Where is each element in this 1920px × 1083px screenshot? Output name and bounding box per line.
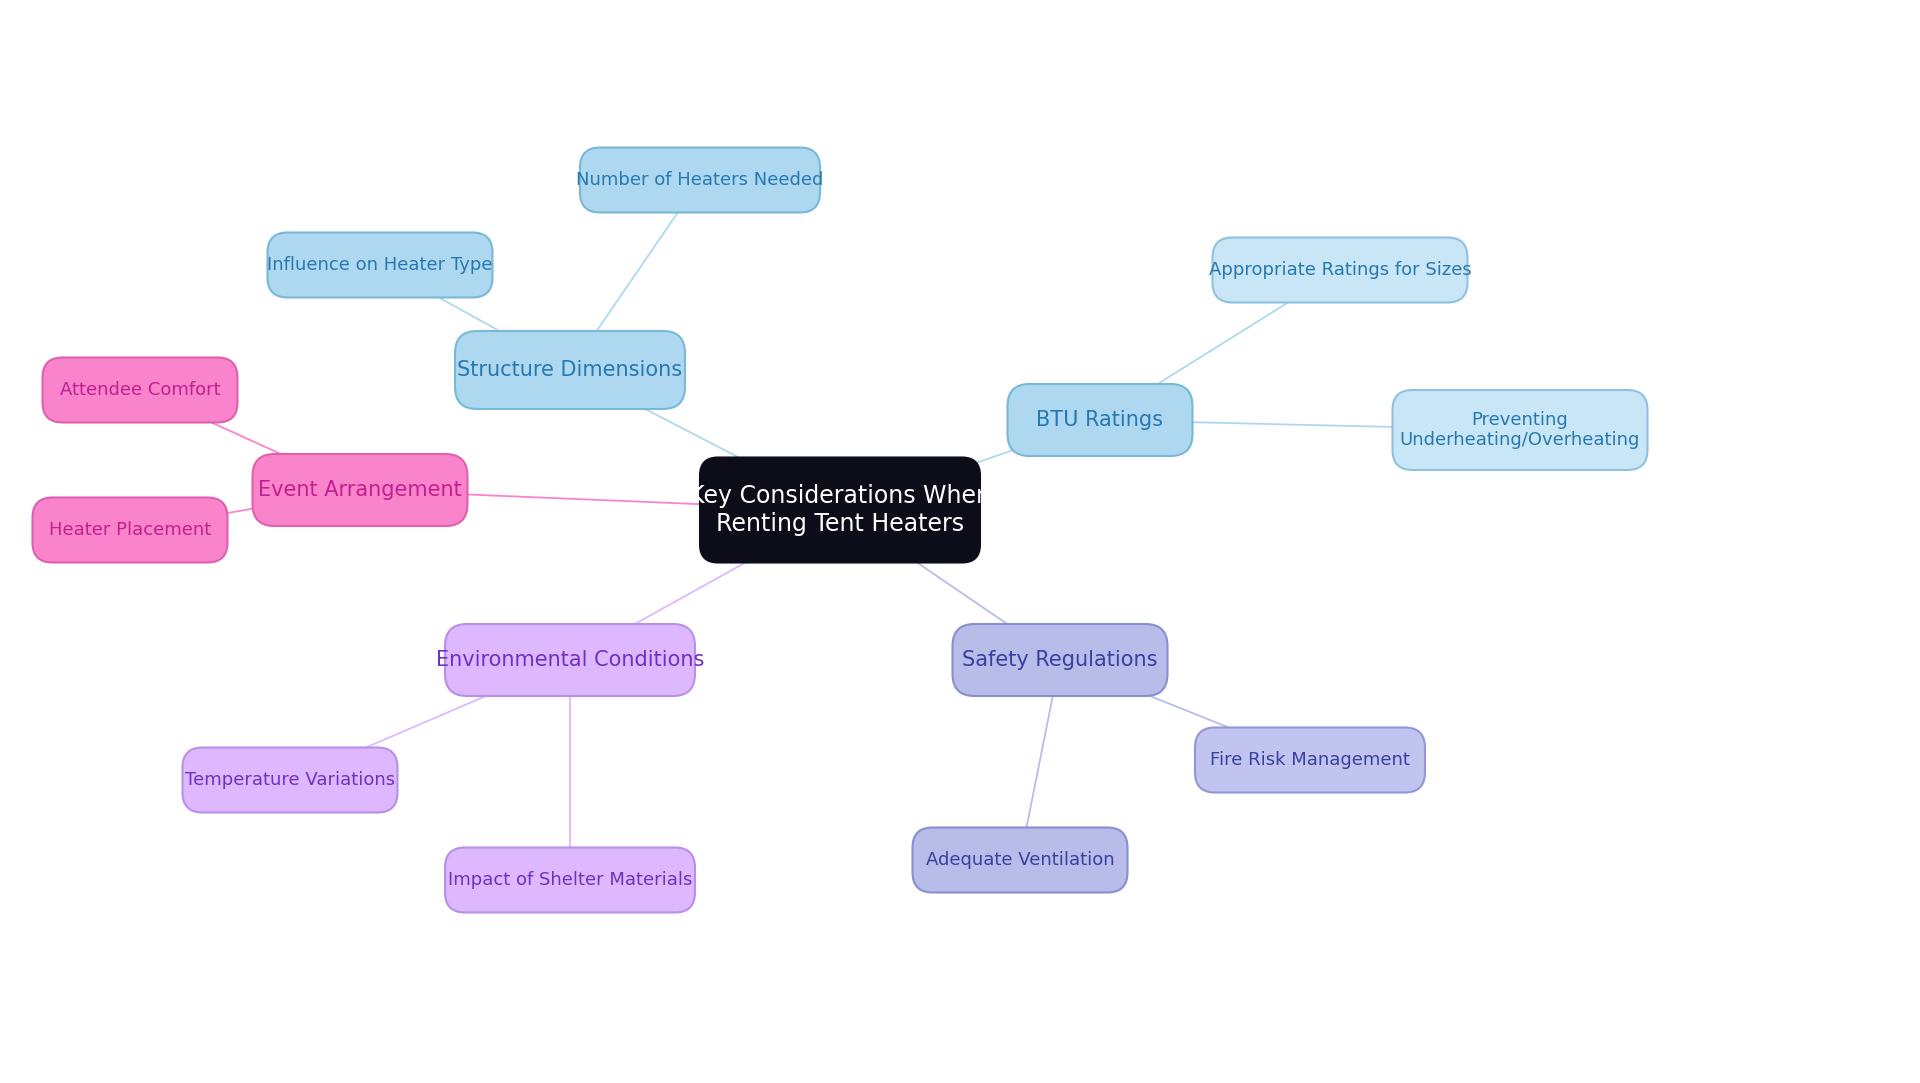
Text: Heater Placement: Heater Placement (48, 521, 211, 539)
FancyBboxPatch shape (1392, 390, 1647, 470)
Text: BTU Ratings: BTU Ratings (1037, 410, 1164, 430)
Text: Temperature Variations: Temperature Variations (184, 771, 396, 790)
FancyBboxPatch shape (701, 457, 979, 562)
Text: Impact of Shelter Materials: Impact of Shelter Materials (447, 871, 693, 889)
Text: Preventing
Underheating/Overheating: Preventing Underheating/Overheating (1400, 410, 1640, 449)
Text: Event Arrangement: Event Arrangement (257, 480, 463, 500)
FancyBboxPatch shape (455, 331, 685, 409)
Text: Attendee Comfort: Attendee Comfort (60, 381, 221, 399)
Text: Safety Regulations: Safety Regulations (962, 650, 1158, 670)
FancyBboxPatch shape (42, 357, 238, 422)
FancyBboxPatch shape (580, 147, 820, 212)
FancyBboxPatch shape (267, 233, 493, 298)
Text: Structure Dimensions: Structure Dimensions (457, 360, 684, 380)
FancyBboxPatch shape (33, 497, 227, 562)
FancyBboxPatch shape (952, 624, 1167, 696)
FancyBboxPatch shape (1194, 728, 1425, 793)
FancyBboxPatch shape (445, 624, 695, 696)
FancyBboxPatch shape (1213, 237, 1467, 302)
FancyBboxPatch shape (445, 848, 695, 913)
Text: Number of Heaters Needed: Number of Heaters Needed (576, 171, 824, 190)
Text: Fire Risk Management: Fire Risk Management (1210, 751, 1409, 769)
Text: Environmental Conditions: Environmental Conditions (436, 650, 705, 670)
Text: Influence on Heater Type: Influence on Heater Type (267, 256, 493, 274)
FancyBboxPatch shape (182, 747, 397, 812)
Text: Appropriate Ratings for Sizes: Appropriate Ratings for Sizes (1208, 261, 1471, 279)
FancyBboxPatch shape (912, 827, 1127, 892)
FancyBboxPatch shape (1008, 384, 1192, 456)
Text: Key Considerations When
Renting Tent Heaters: Key Considerations When Renting Tent Hea… (689, 484, 991, 536)
FancyBboxPatch shape (253, 454, 467, 526)
Text: Adequate Ventilation: Adequate Ventilation (925, 851, 1114, 869)
